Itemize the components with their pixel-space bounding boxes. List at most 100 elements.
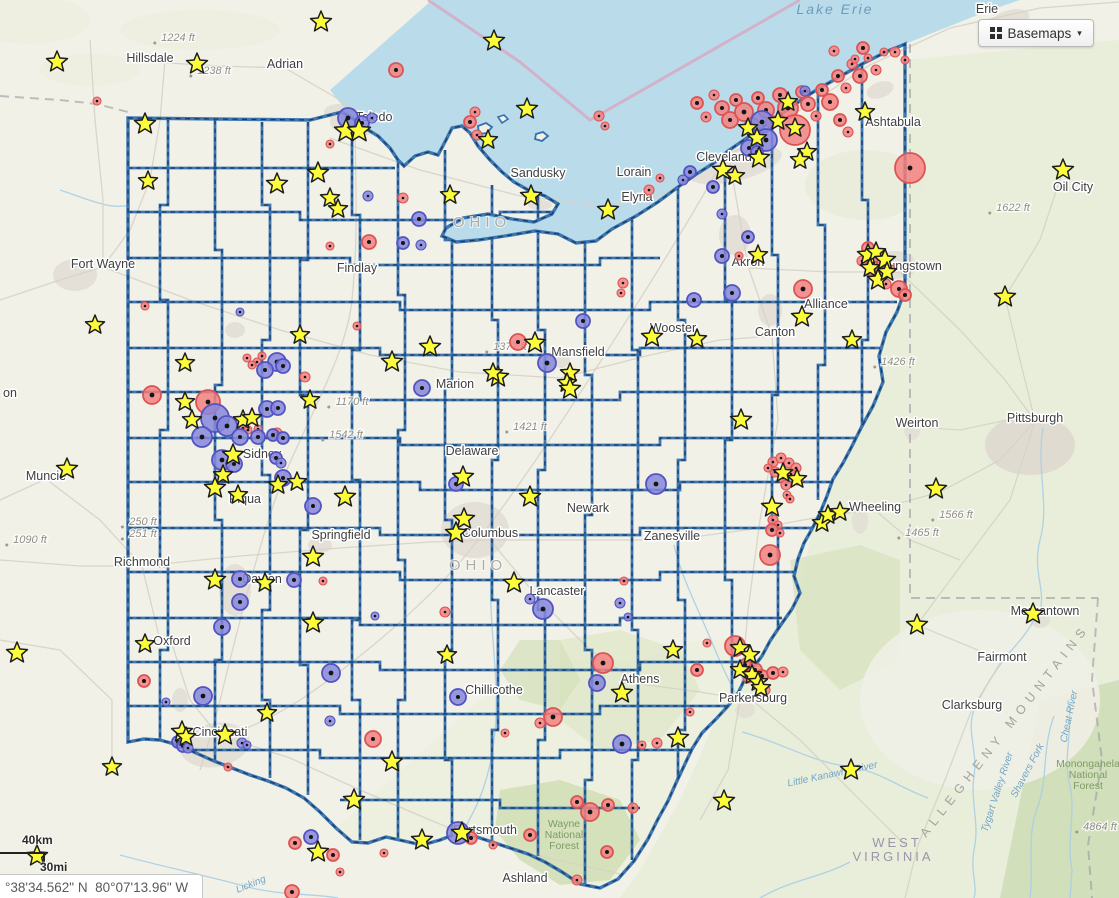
- star-marker[interactable]: [739, 644, 761, 664]
- star-marker[interactable]: [327, 198, 349, 218]
- star-marker[interactable]: [724, 165, 746, 185]
- star-marker[interactable]: [265, 172, 289, 194]
- red-circle-marker[interactable]: [850, 54, 860, 64]
- star-marker[interactable]: [760, 495, 784, 517]
- red-circle-marker[interactable]: [898, 288, 912, 302]
- star-marker[interactable]: [786, 468, 808, 488]
- red-circle-marker[interactable]: [592, 652, 614, 674]
- red-circle-marker[interactable]: [685, 707, 695, 717]
- red-circle-marker[interactable]: [361, 234, 377, 250]
- red-circle-marker[interactable]: [766, 666, 780, 680]
- red-circle-marker[interactable]: [627, 802, 639, 814]
- star-marker[interactable]: [452, 507, 476, 529]
- star-marker[interactable]: [286, 471, 308, 491]
- star-marker[interactable]: [174, 352, 196, 372]
- star-marker[interactable]: [640, 325, 664, 347]
- blue-circle-marker[interactable]: [231, 593, 249, 611]
- star-marker[interactable]: [333, 485, 357, 507]
- blue-circle-marker[interactable]: [411, 211, 427, 227]
- blue-circle-marker[interactable]: [588, 674, 606, 692]
- red-circle-marker[interactable]: [523, 828, 537, 842]
- red-circle-marker[interactable]: [655, 173, 665, 183]
- star-marker[interactable]: [666, 726, 690, 748]
- red-circle-marker[interactable]: [690, 96, 704, 110]
- star-marker[interactable]: [790, 305, 814, 327]
- star-marker[interactable]: [873, 248, 897, 270]
- red-circle-marker[interactable]: [92, 96, 102, 106]
- red-circle-marker[interactable]: [364, 730, 382, 748]
- blue-circle-marker[interactable]: [524, 593, 536, 605]
- star-marker[interactable]: [841, 329, 863, 349]
- blue-circle-marker[interactable]: [286, 572, 302, 588]
- star-marker[interactable]: [924, 477, 948, 499]
- blue-circle-marker[interactable]: [235, 307, 245, 317]
- star-marker[interactable]: [319, 187, 341, 207]
- red-circle-marker[interactable]: [352, 321, 362, 331]
- red-circle-marker[interactable]: [600, 845, 614, 859]
- star-marker[interactable]: [523, 331, 547, 353]
- red-circle-marker[interactable]: [751, 91, 765, 105]
- red-circle-marker[interactable]: [777, 666, 789, 678]
- red-circle-marker[interactable]: [335, 867, 345, 877]
- blue-circle-marker[interactable]: [304, 497, 322, 515]
- star-marker[interactable]: [450, 821, 474, 843]
- red-circle-marker[interactable]: [700, 111, 712, 123]
- red-circle-marker[interactable]: [247, 360, 257, 370]
- star-marker[interactable]: [410, 828, 434, 850]
- blue-circle-marker[interactable]: [532, 598, 554, 620]
- star-marker[interactable]: [289, 324, 311, 344]
- red-circle-marker[interactable]: [593, 110, 605, 122]
- star-marker[interactable]: [444, 521, 468, 543]
- blue-circle-marker[interactable]: [275, 457, 287, 469]
- star-marker[interactable]: [101, 756, 123, 776]
- red-circle-marker[interactable]: [137, 674, 151, 688]
- red-circle-marker[interactable]: [840, 82, 852, 94]
- star-marker[interactable]: [610, 681, 634, 703]
- star-marker[interactable]: [859, 257, 881, 277]
- blue-circle-marker[interactable]: [575, 313, 591, 329]
- red-circle-marker[interactable]: [643, 184, 655, 196]
- red-circle-marker[interactable]: [469, 106, 481, 118]
- red-circle-marker[interactable]: [616, 288, 626, 298]
- star-marker[interactable]: [439, 184, 461, 204]
- red-circle-marker[interactable]: [223, 762, 233, 772]
- red-circle-marker[interactable]: [870, 64, 882, 76]
- star-marker[interactable]: [747, 244, 769, 264]
- red-circle-marker[interactable]: [821, 93, 839, 111]
- blue-circle-marker[interactable]: [242, 740, 252, 750]
- star-marker[interactable]: [241, 407, 263, 427]
- red-circle-marker[interactable]: [852, 68, 868, 84]
- star-marker[interactable]: [519, 184, 543, 206]
- red-circle-marker[interactable]: [543, 707, 563, 727]
- red-circle-marker[interactable]: [257, 351, 267, 361]
- star-marker[interactable]: [789, 149, 811, 169]
- star-marker[interactable]: [1051, 158, 1075, 180]
- red-circle-marker[interactable]: [800, 96, 816, 112]
- red-circle-marker[interactable]: [651, 737, 663, 749]
- red-circle-marker[interactable]: [288, 836, 302, 850]
- star-marker[interactable]: [256, 702, 278, 722]
- red-circle-marker[interactable]: [637, 740, 647, 750]
- red-circle-marker[interactable]: [831, 69, 845, 83]
- red-circle-marker[interactable]: [397, 192, 409, 204]
- blue-circle-marker[interactable]: [270, 400, 286, 416]
- red-circle-marker[interactable]: [900, 55, 910, 65]
- blue-circle-marker[interactable]: [324, 715, 336, 727]
- star-marker[interactable]: [515, 97, 539, 119]
- red-circle-marker[interactable]: [570, 795, 584, 809]
- blue-circle-marker[interactable]: [741, 230, 755, 244]
- red-circle-marker[interactable]: [619, 576, 629, 586]
- star-marker[interactable]: [558, 377, 582, 399]
- red-circle-marker[interactable]: [759, 544, 781, 566]
- blue-circle-marker[interactable]: [716, 208, 728, 220]
- star-marker[interactable]: [686, 328, 708, 348]
- red-circle-marker[interactable]: [856, 41, 870, 55]
- star-marker[interactable]: [301, 611, 325, 633]
- red-circle-marker[interactable]: [775, 528, 785, 538]
- blue-circle-marker[interactable]: [683, 165, 697, 179]
- star-marker[interactable]: [309, 10, 333, 32]
- star-marker[interactable]: [482, 29, 506, 51]
- red-circle-marker[interactable]: [600, 121, 610, 131]
- red-circle-marker[interactable]: [734, 251, 744, 261]
